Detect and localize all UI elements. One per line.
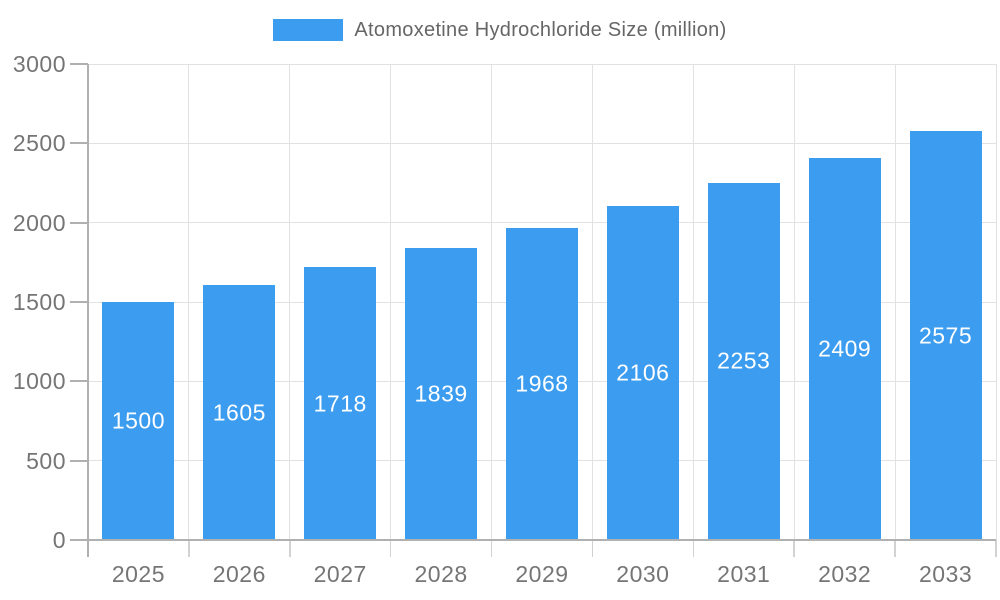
- bar-value-label: 2253: [717, 347, 771, 374]
- y-axis-tick: [70, 539, 88, 541]
- y-gridline: [88, 142, 996, 144]
- y-axis-label: 1500: [12, 289, 66, 315]
- y-axis-tick: [70, 221, 88, 224]
- y-axis-label: 2000: [12, 209, 66, 236]
- y-axis-label: 1000: [12, 368, 66, 395]
- bar-value-label: 1718: [313, 390, 367, 417]
- y-gridline: [88, 63, 996, 65]
- y-axis-label: 3000: [12, 51, 66, 77]
- bar[interactable]: 2409: [808, 157, 881, 540]
- bar[interactable]: 1500: [102, 302, 175, 540]
- x-axis-tick: [995, 540, 997, 557]
- x-gridline: [188, 64, 190, 540]
- y-axis-label: 2500: [12, 130, 66, 157]
- x-axis-label: 2025: [111, 561, 166, 587]
- bar[interactable]: 2575: [909, 131, 982, 540]
- x-axis-label: 2032: [818, 561, 872, 587]
- y-axis-tick: [70, 380, 88, 383]
- legend-swatch: [273, 19, 344, 41]
- bar-value-label: 2409: [818, 335, 872, 362]
- x-axis-tick: [188, 540, 190, 557]
- x-axis-label: 2029: [515, 561, 569, 587]
- x-axis-label: 2031: [717, 561, 771, 587]
- x-axis-tick: [692, 540, 695, 557]
- bar-value-label: 1839: [414, 380, 468, 407]
- y-axis-tick: [70, 459, 88, 462]
- x-axis-tick: [793, 540, 795, 557]
- x-axis-tick: [894, 540, 896, 557]
- x-axis-label: 2027: [313, 561, 367, 587]
- y-axis-tick: [70, 301, 88, 303]
- x-gridline: [491, 64, 493, 540]
- y-gridline: [88, 222, 996, 224]
- x-axis-tick: [289, 540, 291, 557]
- bar[interactable]: 1968: [506, 227, 578, 540]
- x-gridline: [692, 64, 694, 540]
- x-axis-line: [70, 539, 996, 541]
- x-axis-tick: [591, 540, 594, 557]
- legend-label: Atomoxetine Hydrochloride Size (million): [354, 18, 727, 41]
- bar-value-label: 1968: [515, 370, 569, 397]
- y-axis-line: [87, 64, 89, 557]
- bar[interactable]: 1718: [304, 267, 377, 540]
- y-axis-label: 0: [52, 527, 66, 553]
- x-gridline: [390, 64, 392, 540]
- x-axis-label: 2026: [212, 561, 266, 587]
- x-axis-label: 2028: [414, 561, 468, 587]
- x-gridline: [591, 64, 593, 540]
- x-axis-label: 2033: [918, 561, 973, 587]
- x-axis-tick: [389, 540, 392, 557]
- y-axis-tick: [70, 142, 88, 145]
- bar[interactable]: 2106: [606, 205, 679, 540]
- bar-value-label: 1605: [212, 399, 266, 426]
- x-axis-label: 2030: [616, 561, 670, 587]
- bar[interactable]: 2253: [707, 182, 780, 540]
- bar[interactable]: 1839: [405, 248, 478, 540]
- x-gridline: [995, 64, 997, 540]
- x-gridline: [894, 64, 896, 540]
- x-axis-tick: [490, 540, 493, 557]
- bar-value-label: 1500: [111, 407, 166, 434]
- x-gridline: [793, 64, 795, 540]
- bar-value-label: 2575: [918, 322, 973, 349]
- legend[interactable]: Atomoxetine Hydrochloride Size (million): [0, 17, 1000, 43]
- bar-value-label: 2106: [616, 359, 670, 386]
- x-gridline: [289, 64, 291, 540]
- y-axis-label: 500: [26, 447, 66, 474]
- y-axis-tick: [70, 63, 88, 65]
- bar[interactable]: 1605: [203, 285, 276, 540]
